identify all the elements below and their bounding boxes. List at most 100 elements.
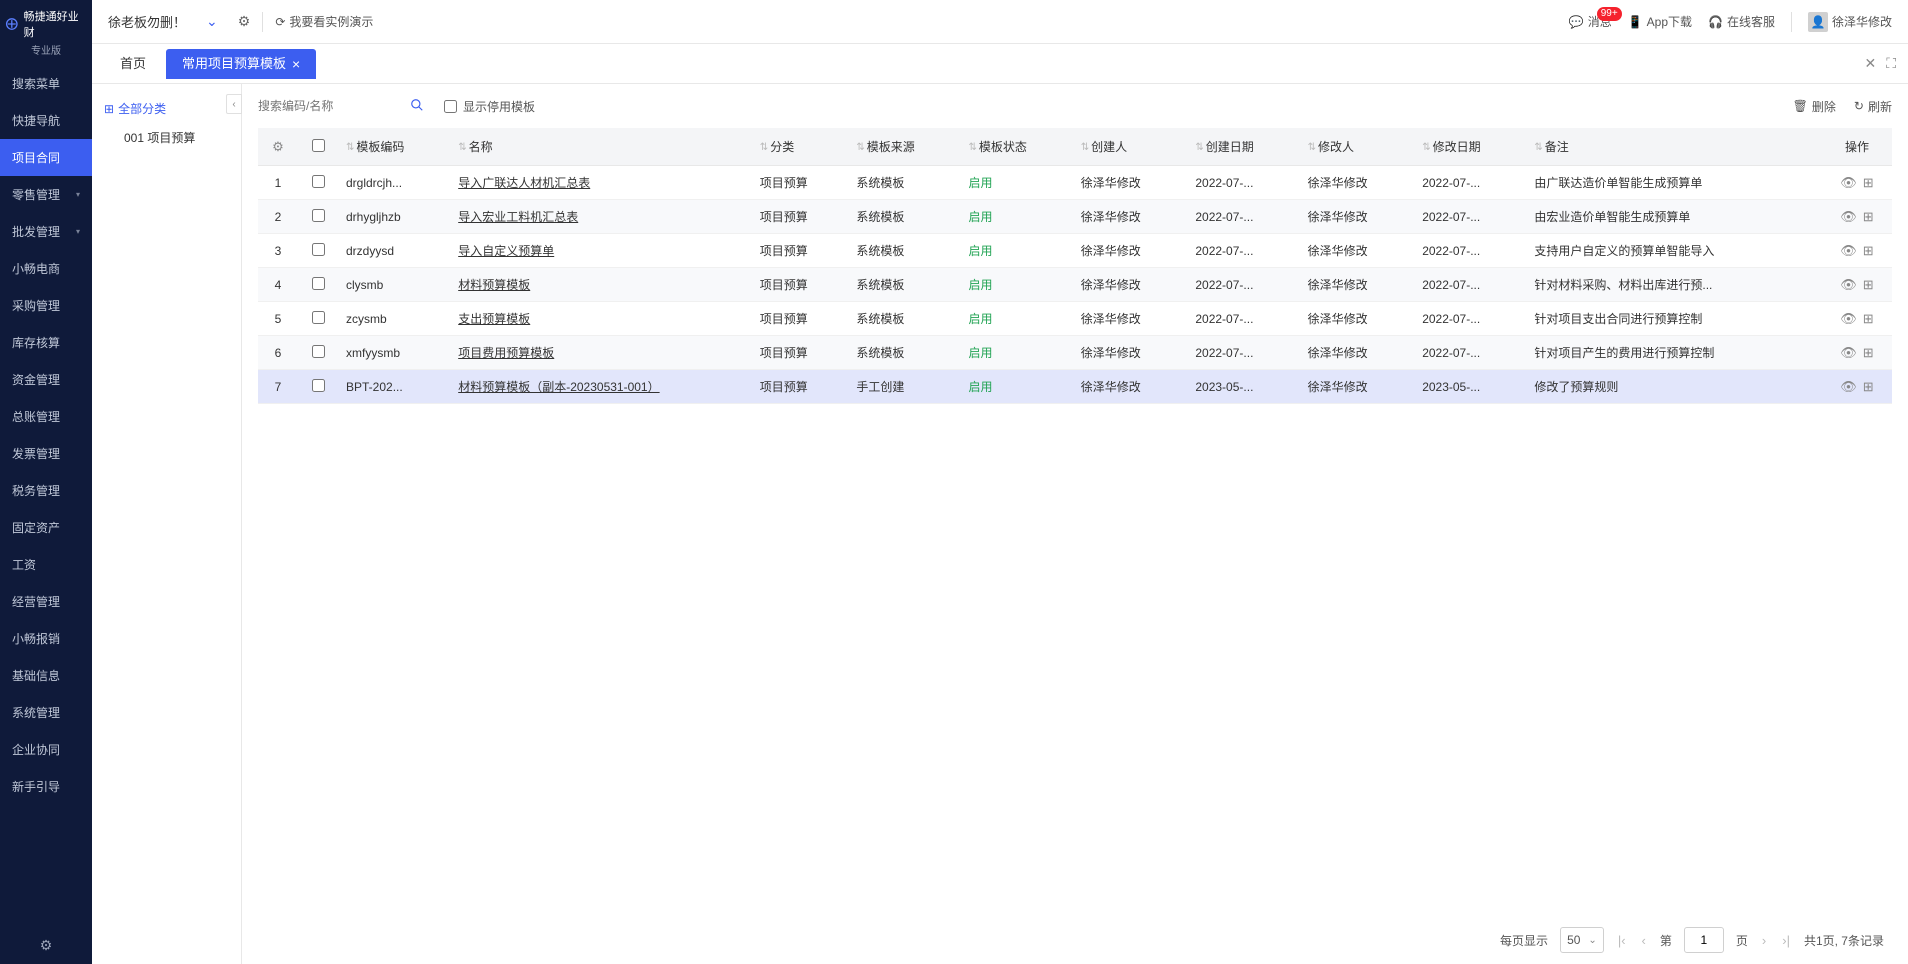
close-all-tabs-icon[interactable]: ✕ — [1864, 55, 1876, 72]
row-checkbox[interactable] — [312, 277, 325, 290]
sidebar-item[interactable]: 总账管理 — [0, 398, 92, 435]
select-all-checkbox[interactable] — [312, 139, 325, 152]
th-create-date[interactable]: ⇅创建日期 — [1187, 128, 1299, 166]
sidebar-item[interactable]: 资金管理 — [0, 361, 92, 398]
cell-checkbox — [298, 200, 338, 234]
next-page-button[interactable]: › — [1760, 933, 1768, 948]
name-link[interactable]: 材料预算模板（副本-20230531-001） — [458, 380, 659, 394]
more-icon[interactable]: ⊞ — [1863, 243, 1874, 258]
search-icon[interactable] — [410, 98, 424, 115]
row-checkbox[interactable] — [312, 209, 325, 222]
view-icon[interactable]: 👁 — [1840, 243, 1857, 258]
show-disabled-checkbox[interactable]: 显示停用模板 — [444, 98, 535, 115]
delete-button[interactable]: 🗑 删除 — [1793, 98, 1836, 115]
row-checkbox[interactable] — [312, 175, 325, 188]
th-category[interactable]: ⇅分类 — [752, 128, 849, 166]
more-icon[interactable]: ⊞ — [1863, 175, 1874, 190]
search-input[interactable] — [258, 92, 428, 120]
sidebar-item[interactable]: 系统管理 — [0, 694, 92, 731]
table-row[interactable]: 4clysmb材料预算模板项目预算系统模板启用徐泽华修改2022-07-...徐… — [258, 268, 1892, 302]
last-page-button[interactable]: ›| — [1780, 933, 1792, 948]
table-row[interactable]: 1drgldrcjh...导入广联达人材机汇总表项目预算系统模板启用徐泽华修改2… — [258, 166, 1892, 200]
view-icon[interactable]: 👁 — [1840, 311, 1857, 326]
cell-idx: 2 — [258, 200, 298, 234]
th-source[interactable]: ⇅模板来源 — [848, 128, 960, 166]
view-icon[interactable]: 👁 — [1840, 175, 1857, 190]
topbar: 徐老板勿删！ ⌄ ⚙ ⟳ 我要看实例演示 💬 消息 99+ 📱 App下载 — [92, 0, 1908, 44]
sidebar-item[interactable]: 批发管理▾ — [0, 213, 92, 250]
message-button[interactable]: 💬 消息 99+ — [1569, 13, 1612, 30]
app-download-button[interactable]: 📱 App下载 — [1628, 13, 1692, 30]
sidebar-item[interactable]: 库存核算 — [0, 324, 92, 361]
sidebar-item[interactable]: 新手引导 — [0, 768, 92, 805]
more-icon[interactable]: ⊞ — [1863, 379, 1874, 394]
sidebar-item[interactable]: 搜索菜单 — [0, 65, 92, 102]
th-code[interactable]: ⇅模板编码 — [338, 128, 450, 166]
tree-root[interactable]: ⊞ 全部分类 — [100, 96, 233, 121]
sidebar-item[interactable]: 发票管理 — [0, 435, 92, 472]
sidebar-item[interactable]: 小畅电商 — [0, 250, 92, 287]
more-icon[interactable]: ⊞ — [1863, 311, 1874, 326]
sidebar-item[interactable]: 企业协同 — [0, 731, 92, 768]
row-checkbox[interactable] — [312, 311, 325, 324]
demo-link[interactable]: ⟳ 我要看实例演示 — [275, 13, 373, 30]
th-modifier[interactable]: ⇅修改人 — [1300, 128, 1415, 166]
name-link[interactable]: 材料预算模板 — [458, 278, 530, 292]
view-icon[interactable]: 👁 — [1840, 209, 1857, 224]
th-status[interactable]: ⇅模板状态 — [961, 128, 1073, 166]
sidebar-item[interactable]: 小畅报销 — [0, 620, 92, 657]
view-icon[interactable]: 👁 — [1840, 277, 1857, 292]
th-name[interactable]: ⇅名称 — [450, 128, 752, 166]
table-row[interactable]: 5zcysmb支出预算模板项目预算系统模板启用徐泽华修改2022-07-...徐… — [258, 302, 1892, 336]
tree-item[interactable]: 001 项目预算 — [100, 121, 233, 150]
close-icon[interactable]: × — [292, 49, 300, 79]
sidebar-item[interactable]: 零售管理▾ — [0, 176, 92, 213]
row-checkbox[interactable] — [312, 243, 325, 256]
view-icon[interactable]: 👁 — [1840, 345, 1857, 360]
sidebar-item[interactable]: 经营管理 — [0, 583, 92, 620]
th-settings[interactable]: ⚙ — [258, 128, 298, 166]
sidebar-item[interactable]: 项目合同 — [0, 139, 92, 176]
table-row[interactable]: 2drhygljhzb导入宏业工料机汇总表项目预算系统模板启用徐泽华修改2022… — [258, 200, 1892, 234]
name-link[interactable]: 导入宏业工料机汇总表 — [458, 210, 578, 224]
notice-dropdown-icon[interactable]: ⌄ — [198, 13, 226, 30]
sidebar-item[interactable]: 固定资产 — [0, 509, 92, 546]
settings-icon[interactable]: ⚙ — [40, 937, 53, 953]
th-modify-date[interactable]: ⇅修改日期 — [1414, 128, 1526, 166]
row-checkbox[interactable] — [312, 379, 325, 392]
sidebar-item[interactable]: 快捷导航 — [0, 102, 92, 139]
total-label: 共1页, 7条记录 — [1804, 932, 1884, 949]
per-page-select[interactable]: 50 ⌄ — [1560, 927, 1604, 953]
sidebar-item[interactable]: 采购管理 — [0, 287, 92, 324]
name-link[interactable]: 项目费用预算模板 — [458, 346, 554, 360]
name-link[interactable]: 支出预算模板 — [458, 312, 530, 326]
user-menu[interactable]: 👤 徐泽华修改 — [1808, 12, 1892, 32]
th-remark[interactable]: ⇅备注 — [1526, 128, 1822, 166]
collapse-handle[interactable]: ‹ — [226, 94, 242, 114]
name-link[interactable]: 导入广联达人材机汇总表 — [458, 176, 590, 190]
view-icon[interactable]: 👁 — [1840, 379, 1857, 394]
prev-page-button[interactable]: ‹ — [1640, 933, 1648, 948]
show-disabled-input[interactable] — [444, 100, 457, 113]
more-icon[interactable]: ⊞ — [1863, 277, 1874, 292]
sidebar-item[interactable]: 工资 — [0, 546, 92, 583]
table-row[interactable]: 3drzdyysd导入自定义预算单项目预算系统模板启用徐泽华修改2022-07-… — [258, 234, 1892, 268]
refresh-button[interactable]: ↻ 刷新 — [1854, 98, 1892, 115]
table-row[interactable]: 6xmfyysmb项目费用预算模板项目预算系统模板启用徐泽华修改2022-07-… — [258, 336, 1892, 370]
support-button[interactable]: 🎧 在线客服 — [1708, 13, 1775, 30]
notice-settings-icon[interactable]: ⚙ — [238, 13, 251, 30]
name-link[interactable]: 导入自定义预算单 — [458, 244, 554, 258]
page-input[interactable] — [1684, 927, 1724, 953]
cell-idx: 3 — [258, 234, 298, 268]
more-icon[interactable]: ⊞ — [1863, 345, 1874, 360]
tab[interactable]: 首页 — [104, 49, 162, 79]
th-creator[interactable]: ⇅创建人 — [1073, 128, 1188, 166]
sidebar-item[interactable]: 税务管理 — [0, 472, 92, 509]
more-icon[interactable]: ⊞ — [1863, 209, 1874, 224]
fullscreen-icon[interactable]: ⛶ — [1886, 55, 1896, 72]
first-page-button[interactable]: |‹ — [1616, 933, 1628, 948]
sidebar-item[interactable]: 基础信息 — [0, 657, 92, 694]
row-checkbox[interactable] — [312, 345, 325, 358]
tab[interactable]: 常用项目预算模板× — [166, 49, 316, 79]
table-row[interactable]: 7BPT-202...材料预算模板（副本-20230531-001）项目预算手工… — [258, 370, 1892, 404]
